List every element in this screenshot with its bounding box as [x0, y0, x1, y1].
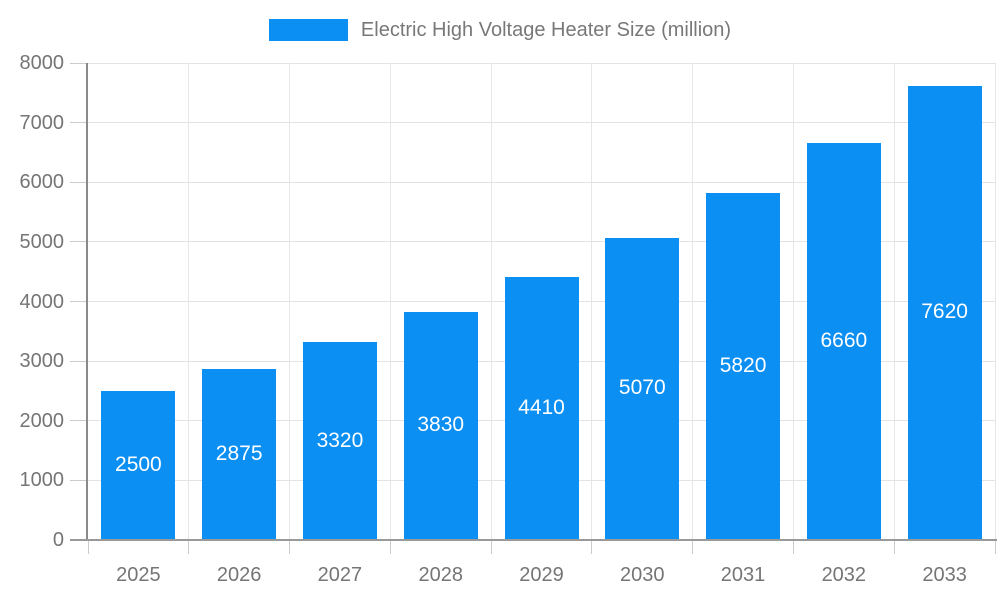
- x-tick: [389, 540, 391, 554]
- y-tick-label: 1000: [19, 469, 65, 492]
- x-tick: [893, 540, 895, 554]
- x-tick: [490, 540, 492, 554]
- x-tick: [692, 540, 694, 554]
- x-tick-label: 2032: [821, 564, 867, 586]
- bar-value-label: 3320: [316, 428, 364, 452]
- x-tick: [188, 540, 190, 554]
- x-tick: [994, 540, 996, 554]
- y-tick-label: 7000: [19, 111, 65, 134]
- v-gridline: [289, 63, 291, 540]
- y-tick: [70, 301, 88, 302]
- v-gridline: [792, 63, 794, 540]
- h-gridline: [88, 122, 995, 124]
- x-tick-label: 2026: [216, 564, 262, 586]
- bar-value-label: 5070: [618, 376, 666, 400]
- legend-label: Electric High Voltage Heater Size (milli…: [360, 18, 732, 41]
- h-gridline: [88, 241, 995, 243]
- v-gridline: [994, 63, 996, 540]
- x-tick-label: 2027: [317, 564, 363, 586]
- y-tick: [70, 181, 88, 183]
- bar[interactable]: 4410: [504, 277, 579, 539]
- y-tick-label: 3000: [19, 350, 65, 373]
- bar[interactable]: 5820: [706, 192, 781, 539]
- y-tick: [70, 62, 88, 64]
- bar-value-label: 2500: [115, 452, 162, 476]
- legend[interactable]: Electric High Voltage Heater Size (milli…: [0, 14, 1000, 46]
- x-tick-label: 2025: [116, 564, 161, 586]
- v-gridline: [893, 63, 895, 540]
- bar-value-label: 7620: [921, 300, 968, 324]
- y-tick-label: 5000: [19, 230, 65, 253]
- y-tick: [70, 420, 88, 422]
- bar[interactable]: 2500: [101, 390, 176, 539]
- v-gridline: [591, 63, 593, 540]
- x-tick-label: 2033: [922, 564, 967, 586]
- x-tick: [87, 540, 89, 554]
- bar[interactable]: 3320: [302, 342, 377, 539]
- y-tick-label: 8000: [19, 52, 65, 74]
- bar[interactable]: 7620: [907, 85, 982, 539]
- x-tick: [792, 540, 794, 554]
- x-tick-label: 2030: [620, 564, 665, 586]
- x-tick-label: 2031: [720, 564, 766, 586]
- y-tick-label: 6000: [19, 171, 65, 194]
- x-tick-label: 2029: [519, 564, 564, 586]
- bar-value-label: 5820: [719, 353, 767, 377]
- bar-value-label: 3830: [417, 413, 465, 437]
- y-tick-label: 4000: [19, 290, 65, 313]
- legend-swatch: [268, 19, 348, 41]
- y-tick: [70, 122, 88, 124]
- v-gridline: [490, 63, 492, 540]
- v-gridline: [389, 63, 391, 540]
- y-tick-label: 0: [52, 529, 64, 551]
- v-gridline: [692, 63, 694, 540]
- bar[interactable]: 6660: [806, 142, 881, 539]
- bar[interactable]: 5070: [605, 237, 680, 539]
- x-axis-line: [70, 539, 997, 541]
- h-gridline: [88, 62, 995, 64]
- y-axis-line: [86, 63, 88, 540]
- x-tick-label: 2028: [418, 564, 463, 586]
- y-tick: [70, 479, 88, 481]
- v-gridline: [188, 63, 190, 540]
- y-tick: [70, 360, 88, 362]
- bar-value-label: 6660: [820, 328, 868, 352]
- x-tick: [591, 540, 593, 554]
- bar-value-label: 2875: [215, 441, 263, 465]
- y-tick: [70, 241, 88, 243]
- bar[interactable]: 2875: [202, 368, 277, 539]
- bar-value-label: 4410: [518, 396, 565, 420]
- x-tick: [289, 540, 291, 554]
- h-gridline: [88, 181, 995, 183]
- bar[interactable]: 3830: [403, 311, 478, 539]
- y-tick-label: 2000: [19, 409, 65, 432]
